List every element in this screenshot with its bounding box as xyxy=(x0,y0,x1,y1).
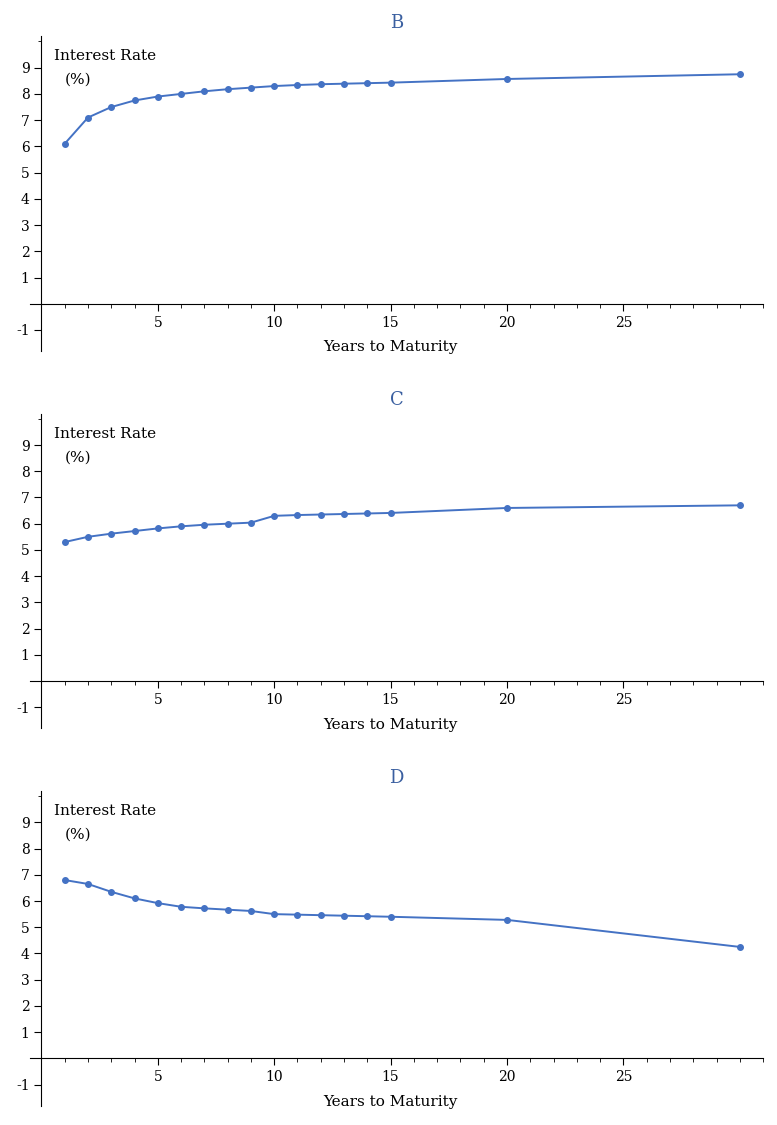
Text: Years to Maturity: Years to Maturity xyxy=(323,1095,458,1109)
Text: Years to Maturity: Years to Maturity xyxy=(323,341,458,354)
Title: C: C xyxy=(389,392,403,410)
Text: Interest Rate: Interest Rate xyxy=(54,50,156,63)
Text: Interest Rate: Interest Rate xyxy=(54,426,156,441)
Text: Years to Maturity: Years to Maturity xyxy=(323,718,458,731)
Title: D: D xyxy=(389,768,403,786)
Text: (%): (%) xyxy=(64,73,92,87)
Title: B: B xyxy=(390,14,403,32)
Text: (%): (%) xyxy=(64,450,92,465)
Text: (%): (%) xyxy=(64,828,92,842)
Text: Interest Rate: Interest Rate xyxy=(54,804,156,818)
